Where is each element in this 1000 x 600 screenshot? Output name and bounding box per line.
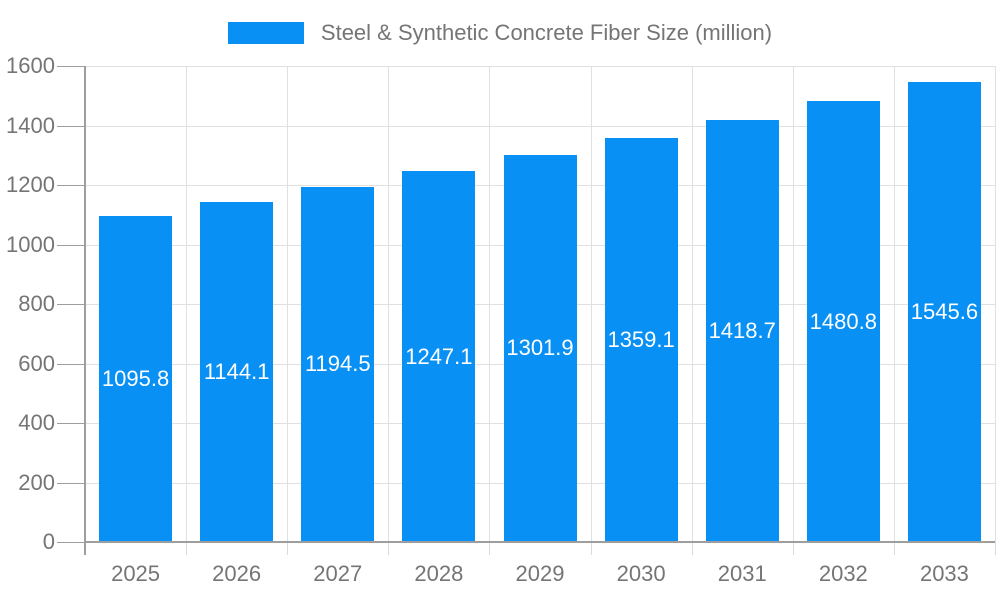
y-tick [57,244,85,246]
x-axis-line [85,541,995,543]
x-tick-label: 2032 [818,561,868,586]
bar-value-label: 1194.5 [304,351,371,377]
h-gridline [85,125,995,127]
y-tick [57,304,85,305]
x-tick [590,542,592,555]
y-tick [57,125,85,127]
x-tick [186,542,188,555]
chart-legend[interactable]: Steel & Synthetic Concrete Fiber Size (m… [0,20,1000,46]
bar-value-label: 1095.8 [101,366,170,391]
bar-value-label: 1545.6 [910,299,979,325]
y-tick [57,542,85,543]
legend-label: Steel & Synthetic Concrete Fiber Size (m… [320,20,773,45]
bar[interactable]: 1247.1 [402,171,476,542]
bar-value-label: 1418.7 [708,317,776,343]
h-gridline [85,66,995,67]
v-gridline [792,66,794,542]
bar-value-label: 1359.1 [607,326,675,352]
y-tick [57,185,85,186]
v-gridline [893,66,895,542]
bar[interactable]: 1301.9 [503,154,577,542]
legend-swatch-icon [227,22,304,44]
v-gridline [995,66,996,542]
bar-value-label: 1247.1 [405,343,473,369]
y-tick-label: 200 [18,469,55,495]
bar[interactable]: 1418.7 [705,119,779,542]
y-tick-label: 400 [18,410,55,435]
bar-value-label: 1144.1 [203,358,270,384]
bar[interactable]: 1480.8 [806,101,880,542]
x-tick [489,542,491,555]
v-gridline [388,66,390,542]
y-tick [57,66,85,67]
bar[interactable]: 1144.1 [200,201,274,542]
y-axis-line [84,66,86,555]
bar[interactable]: 1359.1 [604,137,678,542]
x-tick [792,542,794,555]
bar-value-label: 1301.9 [506,335,574,361]
bar[interactable]: 1194.5 [301,186,375,542]
y-tick-label: 1000 [6,231,55,257]
v-gridline [186,66,188,542]
x-tick-label: 2031 [717,561,767,586]
plot-area: 0 200 400 600 800 1000 1200 1400 1600 1095.8 2025 1… [6,53,996,586]
y-tick [57,482,85,484]
x-tick [287,542,289,555]
y-tick-label: 0 [42,529,55,554]
x-tick [691,542,693,555]
x-tick-label: 2026 [212,561,262,586]
y-tick-label: 1600 [6,53,55,78]
y-tick [57,363,85,365]
y-tick-label: 1200 [6,172,55,197]
y-tick [57,423,85,424]
y-tick-label: 800 [18,291,55,316]
x-tick-label: 2028 [414,561,464,586]
v-gridline [590,66,592,542]
x-tick-label: 2029 [515,561,565,586]
bar[interactable]: 1095.8 [99,216,173,542]
bar-value-label: 1480.8 [809,308,877,334]
y-tick-label: 1400 [6,112,55,138]
x-tick-label: 2033 [919,561,969,586]
bar[interactable]: 1545.6 [907,82,981,542]
v-gridline [489,66,491,542]
x-tick-label: 2025 [111,561,161,586]
x-tick-label: 2027 [313,561,363,586]
x-tick [388,542,390,555]
x-tick [995,542,996,555]
v-gridline [287,66,289,542]
x-tick-label: 2030 [616,561,666,586]
x-tick [893,542,895,555]
v-gridline [691,66,693,542]
y-tick-label: 600 [18,350,55,376]
